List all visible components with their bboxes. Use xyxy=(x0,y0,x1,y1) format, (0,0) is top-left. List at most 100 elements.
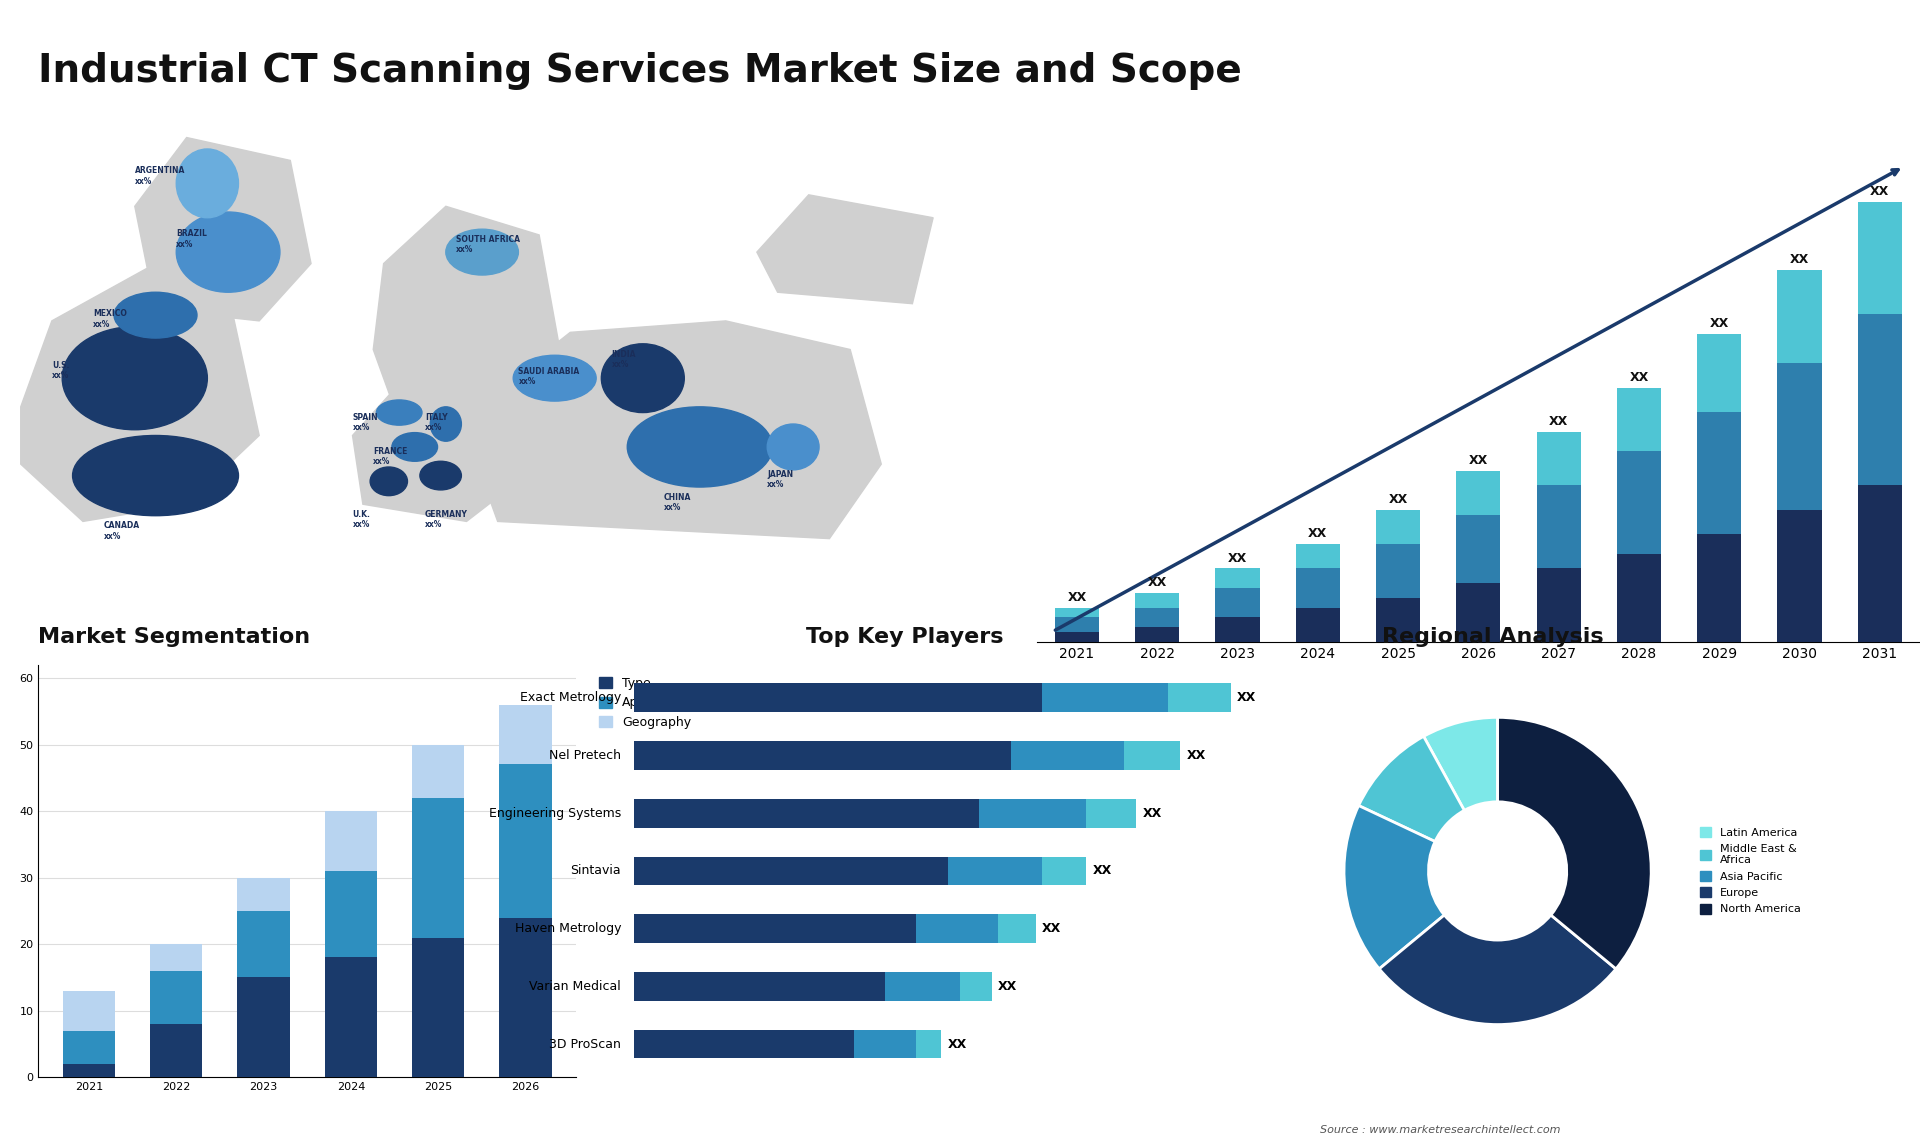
Bar xyxy=(1778,510,1822,642)
Bar xyxy=(1457,515,1501,583)
Bar xyxy=(1167,683,1231,713)
Bar xyxy=(1054,631,1098,642)
Bar xyxy=(960,972,993,1000)
Text: Nel Pretech: Nel Pretech xyxy=(549,749,620,762)
Bar xyxy=(1054,618,1098,631)
Bar xyxy=(1087,799,1137,827)
Text: SOUTH AFRICA
xx%: SOUTH AFRICA xx% xyxy=(457,235,520,254)
Bar xyxy=(324,871,376,957)
Polygon shape xyxy=(1676,24,1776,100)
Text: 3D ProScan: 3D ProScan xyxy=(549,1037,620,1051)
Text: XX: XX xyxy=(948,1037,968,1051)
Bar xyxy=(885,972,960,1000)
Bar xyxy=(1778,270,1822,363)
Legend: Type, Application, Geography: Type, Application, Geography xyxy=(593,670,697,735)
Ellipse shape xyxy=(420,461,461,490)
Ellipse shape xyxy=(376,400,422,425)
Bar xyxy=(1457,471,1501,515)
Text: XX: XX xyxy=(1789,253,1809,266)
Wedge shape xyxy=(1423,717,1498,810)
Ellipse shape xyxy=(430,407,461,441)
Ellipse shape xyxy=(392,432,438,462)
Text: SPAIN
xx%: SPAIN xx% xyxy=(353,413,378,432)
Bar xyxy=(1536,485,1580,568)
Bar xyxy=(998,915,1035,943)
Bar xyxy=(1215,568,1260,588)
Bar xyxy=(1859,314,1903,485)
Polygon shape xyxy=(134,138,311,321)
Bar xyxy=(1135,607,1179,627)
Bar xyxy=(1123,741,1181,770)
Bar xyxy=(413,937,465,1077)
Bar xyxy=(1536,432,1580,485)
Legend: Latin America, Middle East &
Africa, Asia Pacific, Europe, North America: Latin America, Middle East & Africa, Asi… xyxy=(1695,823,1805,919)
Bar xyxy=(499,705,551,764)
Text: U.K.
xx%: U.K. xx% xyxy=(353,510,371,529)
Ellipse shape xyxy=(61,327,207,430)
Text: XX: XX xyxy=(1870,185,1889,198)
Bar xyxy=(1054,607,1098,618)
Text: FRANCE
xx%: FRANCE xx% xyxy=(372,447,407,466)
Bar xyxy=(413,798,465,937)
Text: XX: XX xyxy=(1630,370,1649,384)
Ellipse shape xyxy=(177,212,280,292)
Text: Haven Metrology: Haven Metrology xyxy=(515,923,620,935)
Ellipse shape xyxy=(177,149,238,218)
Bar xyxy=(1536,568,1580,642)
Bar xyxy=(1697,333,1741,411)
Bar xyxy=(979,799,1087,827)
Text: Engineering Systems: Engineering Systems xyxy=(490,807,620,819)
Bar xyxy=(1296,544,1340,568)
Bar xyxy=(238,911,290,978)
Bar xyxy=(634,972,885,1000)
Bar xyxy=(916,915,998,943)
Ellipse shape xyxy=(73,435,238,516)
Text: BRAZIL
xx%: BRAZIL xx% xyxy=(177,229,207,249)
Ellipse shape xyxy=(371,466,407,495)
Bar xyxy=(238,878,290,911)
Text: GERMANY
xx%: GERMANY xx% xyxy=(424,510,468,529)
Text: ARGENTINA
xx%: ARGENTINA xx% xyxy=(134,166,184,186)
Bar xyxy=(150,1025,202,1077)
Ellipse shape xyxy=(628,407,772,487)
Bar xyxy=(1377,510,1421,544)
Ellipse shape xyxy=(113,292,198,338)
Bar xyxy=(150,971,202,1025)
Bar xyxy=(634,856,948,886)
Polygon shape xyxy=(21,264,259,521)
Bar xyxy=(948,856,1043,886)
Bar xyxy=(1617,554,1661,642)
Bar xyxy=(1010,741,1123,770)
Polygon shape xyxy=(476,321,881,539)
Bar xyxy=(150,944,202,971)
Text: XX: XX xyxy=(1142,807,1162,819)
Ellipse shape xyxy=(445,229,518,275)
Bar xyxy=(1617,387,1661,452)
Bar xyxy=(1377,598,1421,642)
Text: XX: XX xyxy=(1068,590,1087,604)
Wedge shape xyxy=(1498,717,1651,968)
Bar xyxy=(1296,607,1340,642)
Bar xyxy=(499,918,551,1077)
Bar xyxy=(1778,363,1822,510)
Text: XX: XX xyxy=(1236,691,1256,705)
Text: XX: XX xyxy=(1148,576,1167,589)
Bar xyxy=(1215,618,1260,642)
Bar xyxy=(1135,592,1179,607)
Bar xyxy=(1697,534,1741,642)
Text: ITALY
xx%: ITALY xx% xyxy=(424,413,447,432)
Bar xyxy=(1296,568,1340,607)
Text: MEXICO
xx%: MEXICO xx% xyxy=(94,309,127,329)
Text: MARKET
RESEARCH
INTELLECT: MARKET RESEARCH INTELLECT xyxy=(1789,57,1855,92)
Bar xyxy=(1043,856,1087,886)
Text: Market Segmentation: Market Segmentation xyxy=(38,628,311,647)
Text: Varian Medical: Varian Medical xyxy=(530,980,620,992)
Bar xyxy=(63,1063,115,1077)
Text: CANADA
xx%: CANADA xx% xyxy=(104,521,140,541)
Text: XX: XX xyxy=(1308,527,1327,540)
Bar xyxy=(634,1029,854,1059)
Text: XX: XX xyxy=(1229,551,1248,565)
Text: U.S.
xx%: U.S. xx% xyxy=(52,361,69,380)
Ellipse shape xyxy=(513,355,597,401)
Wedge shape xyxy=(1379,915,1617,1025)
